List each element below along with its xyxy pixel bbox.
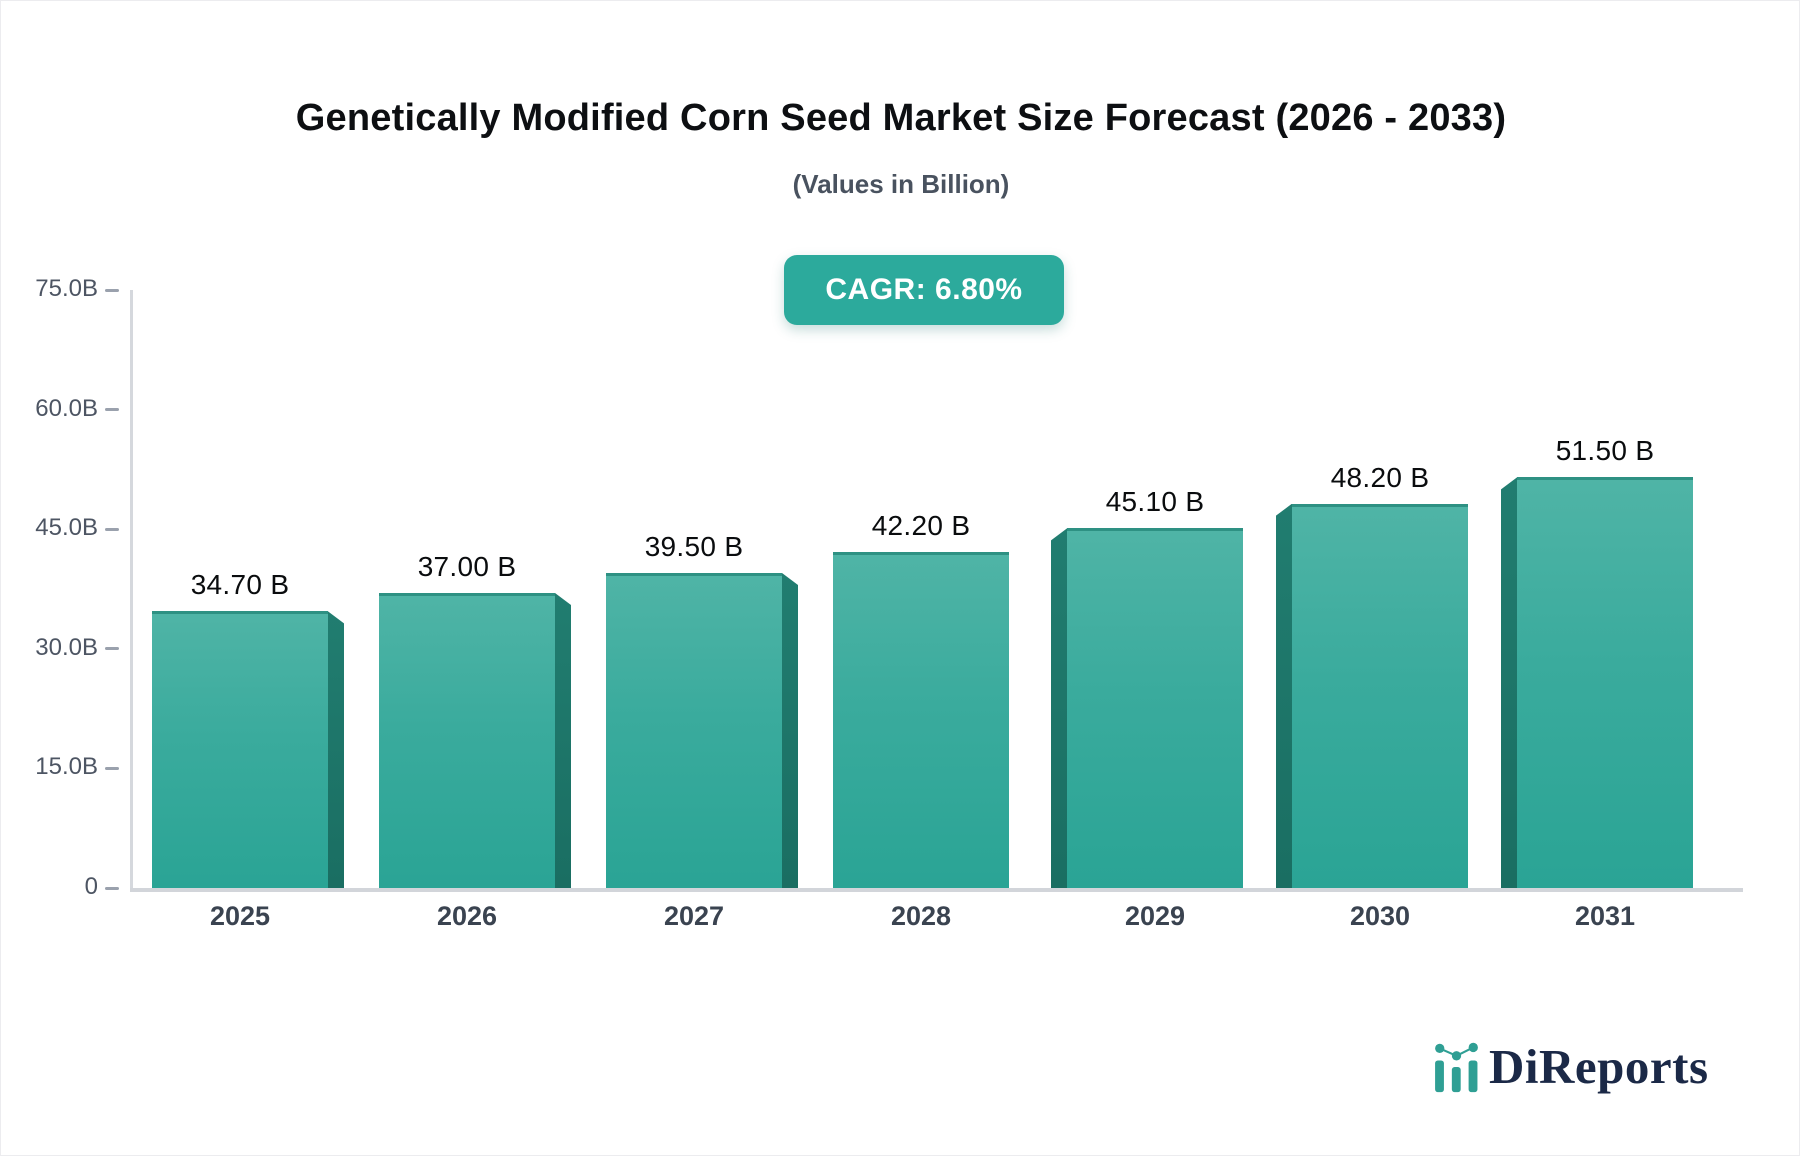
bar	[1517, 477, 1693, 888]
bar-value-label: 42.20 B	[871, 509, 971, 541]
y-tick-mark	[105, 408, 119, 412]
bar	[379, 592, 555, 888]
y-tick-label: 0	[84, 873, 98, 900]
bar-value-label: 51.50 B	[1555, 435, 1655, 467]
y-axis-line	[130, 290, 133, 888]
bar	[606, 573, 782, 888]
y-tick-label: 75.0B	[35, 275, 98, 302]
bar-3d-side	[555, 592, 571, 888]
bar-value-label: 39.50 B	[644, 531, 744, 563]
x-axis-line	[130, 888, 1743, 892]
x-axis-category-label: 2029	[1124, 901, 1186, 931]
y-tick-mark	[105, 527, 119, 531]
x-axis-category-label: 2027	[663, 901, 725, 931]
y-tick-label: 15.0B	[35, 753, 98, 781]
y-tick-mark	[105, 886, 119, 890]
bar-value-label: 48.20 B	[1330, 461, 1430, 493]
x-axis-category-label: 2030	[1349, 901, 1411, 931]
brand-chart-icon	[1433, 1040, 1480, 1094]
y-tick-mark	[105, 647, 119, 651]
bar-3d-side	[1276, 503, 1292, 888]
bar	[1067, 528, 1243, 888]
brand-name: DiReports	[1489, 1039, 1709, 1094]
x-axis-category-label: 2028	[890, 901, 952, 931]
bar	[1292, 503, 1468, 888]
bar-value-label: 45.10 B	[1105, 486, 1205, 518]
cagr-badge: CAGR: 6.80%	[784, 255, 1064, 325]
bar-3d-side	[1501, 477, 1517, 888]
bar-value-label: 37.00 B	[417, 550, 517, 582]
x-axis-category-label: 2031	[1574, 901, 1636, 931]
y-tick-label: 30.0B	[35, 633, 98, 661]
bar-3d-side	[1051, 528, 1067, 888]
x-axis-category-label: 2026	[436, 901, 498, 931]
chart-title: Genetically Modified Corn Seed Market Si…	[295, 97, 1507, 139]
bar-3d-side	[782, 573, 798, 888]
x-axis-category-label: 2025	[209, 901, 271, 931]
y-tick-label: 45.0B	[35, 514, 98, 542]
bar-3d-side	[328, 611, 344, 888]
brand-logo: DiReports	[1433, 1037, 1709, 1097]
chart-subtitle: (Values in Billion)	[792, 169, 1010, 199]
y-tick-mark	[105, 288, 119, 292]
y-tick-mark	[105, 766, 119, 770]
bar-value-label: 34.70 B	[190, 569, 290, 601]
bar	[833, 551, 1009, 888]
bar	[152, 611, 328, 888]
y-tick-label: 60.0B	[35, 394, 98, 422]
